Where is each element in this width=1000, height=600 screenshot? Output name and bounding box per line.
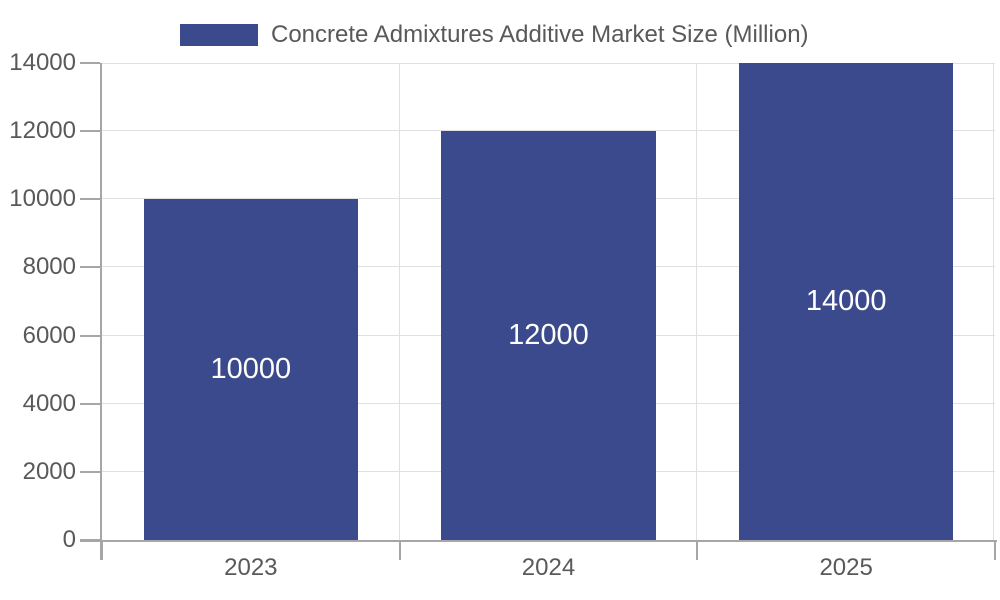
x-tick-mark	[994, 540, 996, 560]
y-tick-mark	[80, 402, 100, 405]
x-tick-label: 2023	[224, 554, 278, 581]
bar-value-label: 14000	[805, 285, 887, 317]
x-axis-line	[80, 540, 997, 542]
legend-item[interactable]: Concrete Admixtures Additive Market Size…	[180, 23, 809, 47]
y-tick-label: 6000	[22, 321, 76, 349]
y-tick-label: 0	[62, 526, 76, 553]
y-tick-label: 10000	[9, 185, 76, 213]
y-tick-label: 4000	[22, 389, 76, 417]
h-gridline	[102, 63, 995, 64]
x-tick-mark	[696, 540, 699, 560]
bar: 12000	[441, 131, 656, 540]
v-gridline	[398, 63, 400, 540]
h-gridline	[102, 130, 995, 132]
bar-value-label: 10000	[210, 353, 292, 386]
y-tick-mark	[80, 539, 100, 541]
plot-area: 10000 12000 14000	[102, 63, 995, 540]
bar: 10000	[143, 199, 358, 540]
y-tick-mark	[80, 266, 100, 269]
y-tick-label: 8000	[22, 253, 76, 281]
y-axis-line	[100, 63, 102, 560]
v-gridline	[696, 63, 698, 540]
x-tick-mark	[398, 540, 401, 560]
y-tick-label: 2000	[22, 457, 76, 485]
y-tick-mark	[80, 62, 100, 64]
legend: Concrete Admixtures Additive Market Size…	[180, 23, 809, 47]
x-tick-label: 2025	[819, 554, 873, 581]
y-tick-label: 14000	[9, 49, 76, 76]
y-tick-label: 12000	[9, 117, 76, 145]
y-tick-mark	[80, 334, 100, 337]
legend-label: Concrete Admixtures Additive Market Size…	[271, 21, 809, 48]
y-tick-mark	[80, 470, 100, 473]
bar-value-label: 12000	[508, 319, 589, 352]
x-tick-label: 2024	[521, 554, 576, 581]
x-tick-mark	[101, 540, 103, 560]
legend-swatch	[180, 24, 258, 46]
v-gridline	[993, 63, 994, 540]
y-tick-mark	[80, 198, 100, 201]
bar: 14000	[739, 63, 954, 540]
y-tick-mark	[80, 130, 100, 133]
